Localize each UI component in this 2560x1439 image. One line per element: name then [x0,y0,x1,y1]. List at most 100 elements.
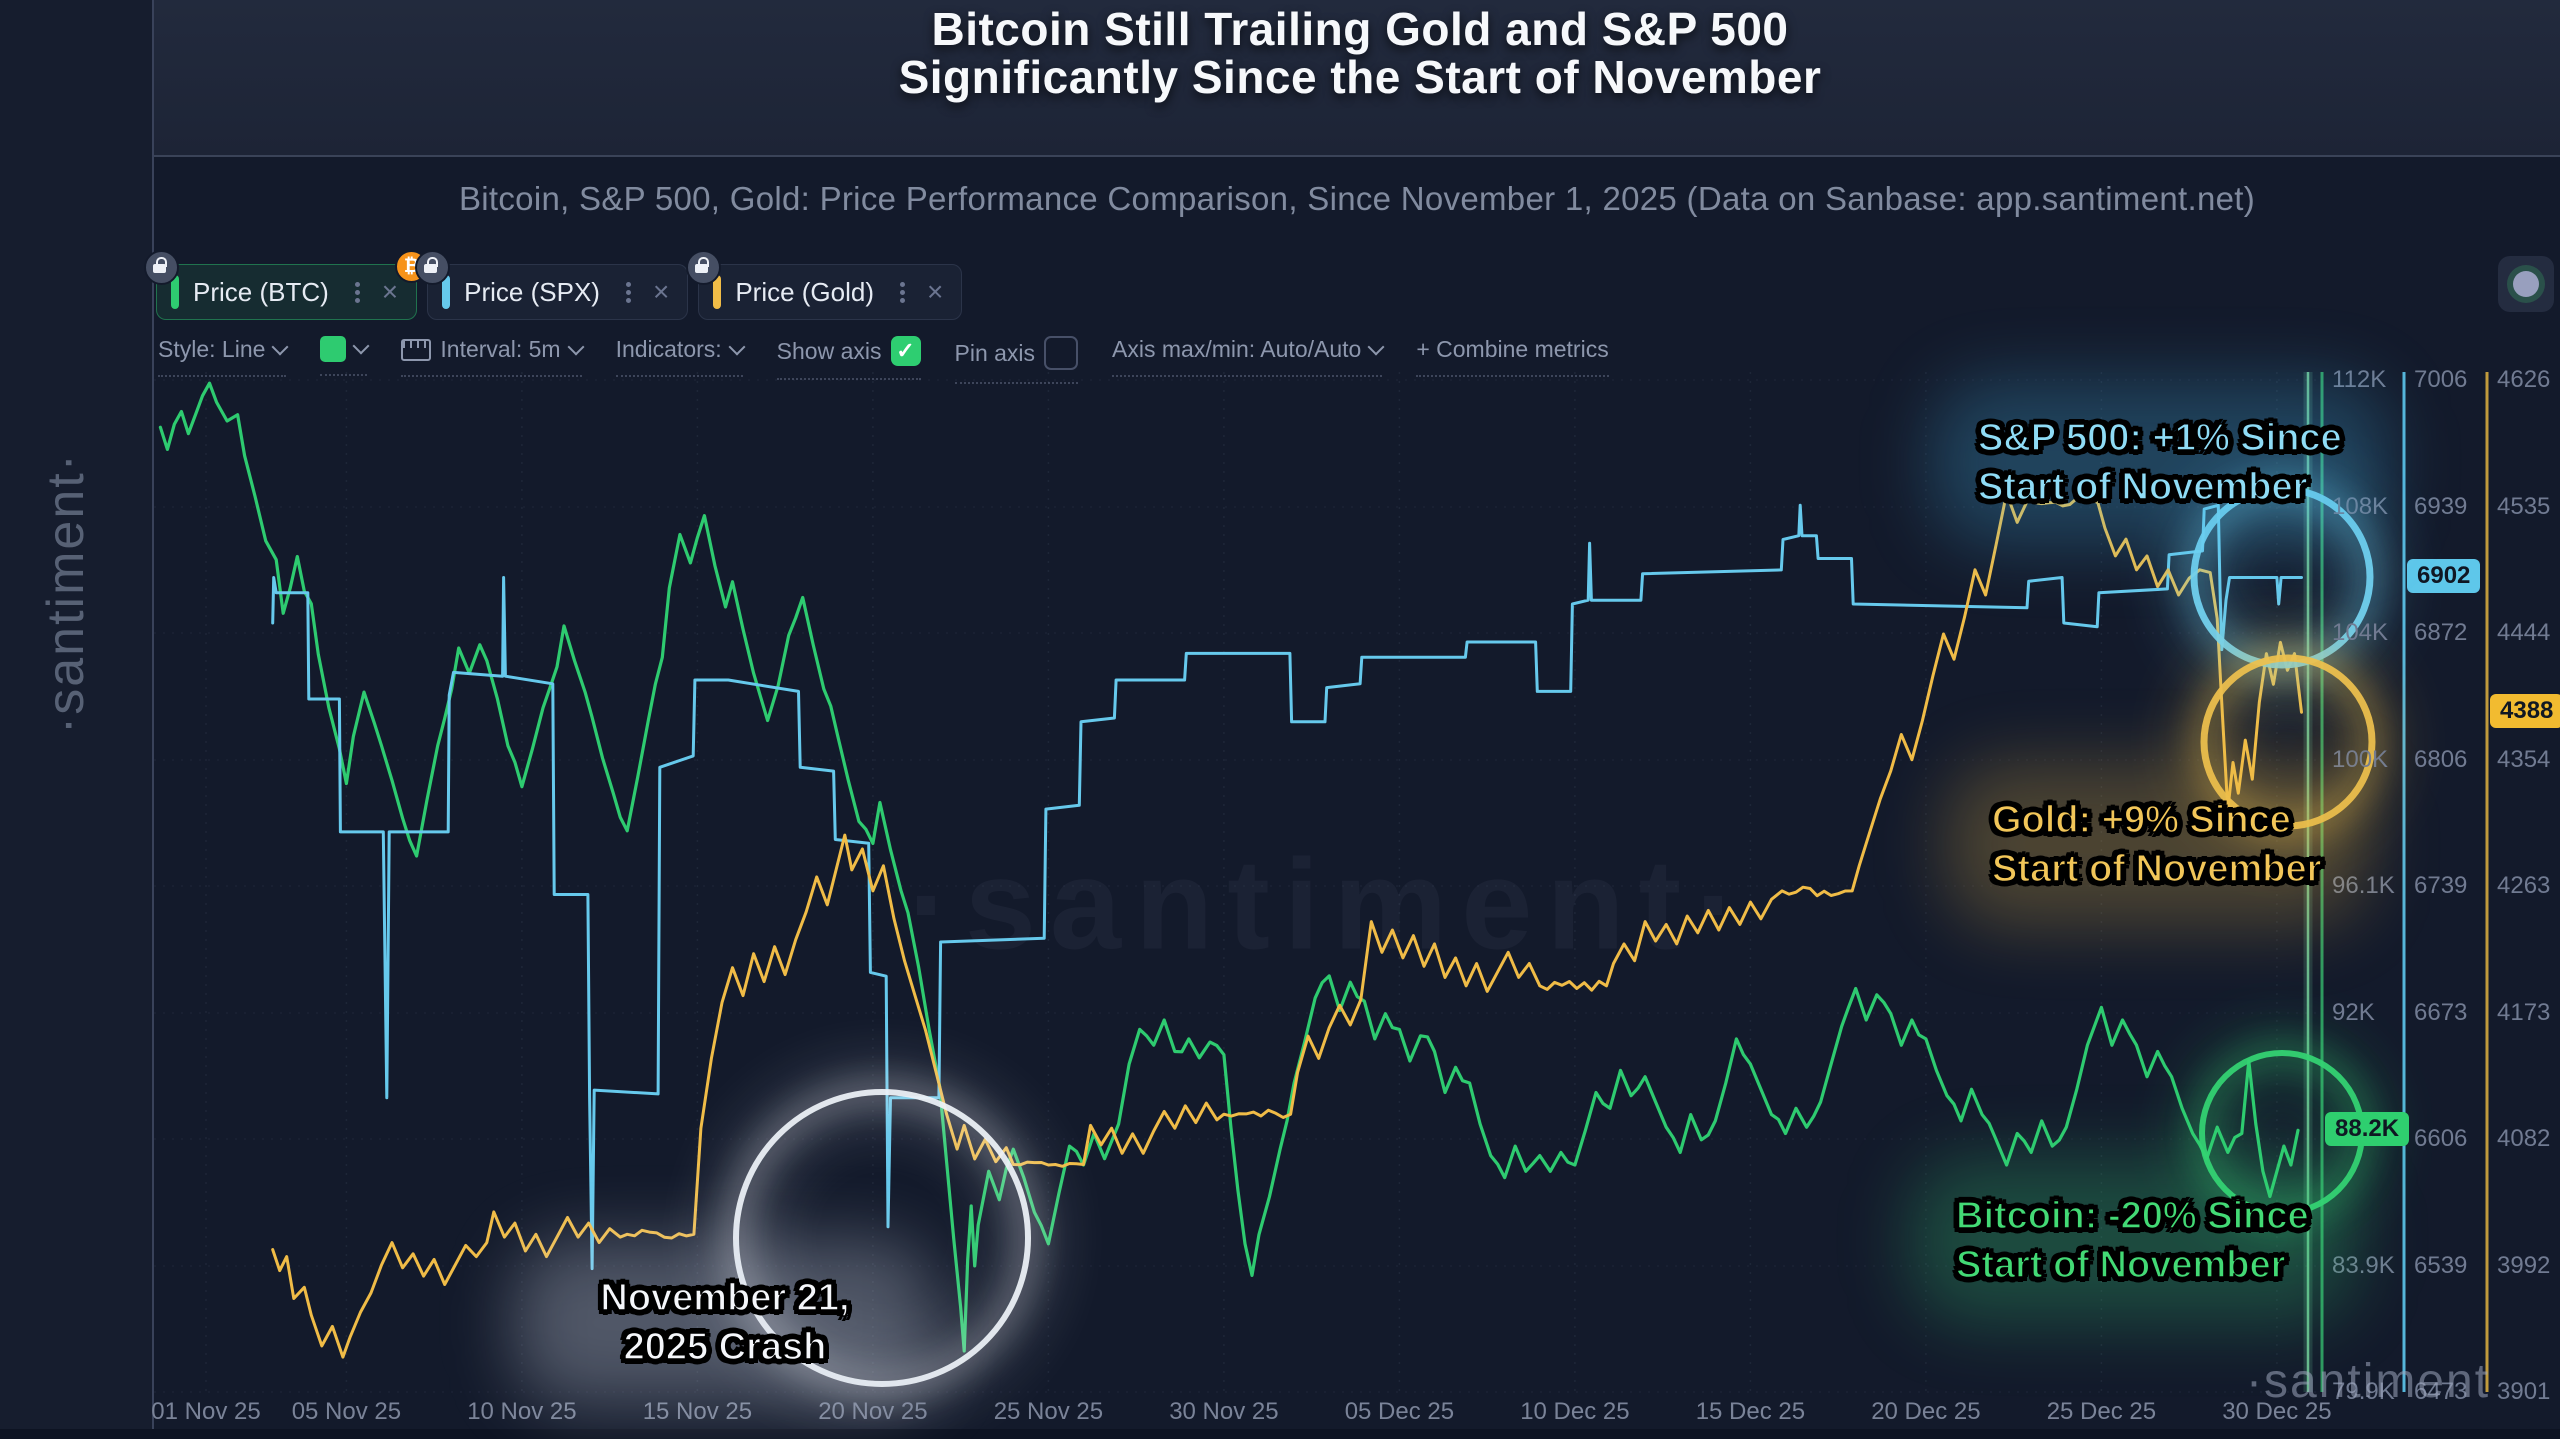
toolbar-label: Style: Line [158,336,266,362]
chevron-down-icon [567,338,585,355]
gold-axis-tick: 4082 [2497,1125,2551,1152]
btc-note-glow [1910,1158,2355,1324]
tab-price-spx-[interactable]: Price (SPX) × [415,250,689,320]
crash-note-glow [514,1240,936,1406]
gold-note-text: Start of November [1991,847,2322,890]
chart-toolbar: Style: Line Interval: 5m Indicators: Show a… [158,336,1609,384]
tab-close-icon[interactable]: × [927,276,944,307]
spx-note-glow [1932,380,2388,546]
toolbar-indicators[interactable]: Indicators: [615,336,746,377]
chevron-down-icon [728,338,746,355]
btc-last-price-pill: 88.2K [2325,1112,2410,1147]
spx-axis-tick: 6673 [2414,999,2468,1026]
chevron-down-icon [271,338,289,355]
left-sidebar: ·santiment· [0,0,154,1439]
toolbar-interval-m[interactable]: Interval: 5m [401,336,585,377]
spx-note-text: Start of November [1977,465,2308,508]
spx-axis-tick: 6539 [2414,1252,2468,1279]
toolbar-label: Show axis [776,337,882,364]
toolbar-axis-max-min-auto-auto[interactable]: Axis max/min: Auto/Auto [1112,336,1385,377]
lock-icon [415,250,451,285]
date-tick: 30 Dec 25 [2222,1398,2332,1425]
record-button[interactable] [2498,256,2554,312]
tab-menu-icon[interactable] [625,289,631,295]
metric-tabs: ₿ Price (BTC) × Price (SPX) × Price (Gold) × [144,250,963,320]
crash-note: November 21, 2025 Crash [514,1240,936,1406]
gold-note-glow [1946,762,2368,928]
btc-note-text: Start of November [1955,1243,2286,1286]
toolbar-label: + Combine metrics [1416,336,1609,362]
chevron-down-icon [352,337,370,355]
crash-note-text: 2025 Crash [623,1325,827,1368]
spx-axis-tick: 7006 [2414,366,2468,393]
checkbox-checked-icon[interactable]: ✓ [890,336,921,366]
lock-icon [144,250,179,285]
tab-label: Price (BTC) [193,276,329,307]
tab-menu-icon[interactable] [900,289,906,295]
gold-axis-tick: 4535 [2497,493,2551,520]
btc-axis-tick: 104K [2332,619,2389,646]
tab-color-bar [171,275,179,309]
btc-axis-tick: 79.9K [2332,1378,2395,1405]
tab-close-icon[interactable]: × [381,276,399,307]
gold-axis-tick: 4354 [2497,746,2551,773]
date-tick: 10 Dec 25 [1520,1398,1630,1425]
spx-axis-tick: 6739 [2414,872,2468,899]
spx-note-text: S&P 500: +1% Since [1977,416,2342,459]
gold-axis-tick: 4263 [2497,872,2551,899]
date-tick: 05 Dec 25 [1344,1398,1455,1425]
metric-color-swatch[interactable] [320,336,347,362]
toolbar-pin-axis[interactable]: Pin axis [954,336,1079,384]
btc-axis-tick: 100K [2332,746,2389,773]
date-tick: 30 Nov 25 [1169,1398,1279,1425]
tab-menu-icon[interactable] [354,289,360,295]
date-tick: 25 Nov 25 [993,1398,1104,1425]
checkbox-unchecked-icon[interactable] [1044,336,1079,370]
chart-subtitle: Bitcoin, S&P 500, Gold: Price Performanc… [458,180,2256,217]
date-tick: 10 Nov 25 [467,1398,577,1425]
btc-note: Bitcoin: -20% Since Start of November [1910,1158,2355,1324]
lock-icon [686,250,722,285]
window-edge [0,1429,2560,1439]
title-line-1: Bitcoin Still Trailing Gold and S&P 500 [931,3,1789,55]
toolbar-label: Pin axis [954,339,1036,366]
gold-axis-tick: 3901 [2497,1378,2551,1405]
btc-axis-tick: 96.1K [2332,872,2395,899]
gold-last-price-pill: 4388 [2490,694,2560,729]
title-line-2: Significantly Since the Start of Novembe… [898,50,1822,103]
date-tick: 01 Nov 25 [151,1398,261,1425]
tab-label: Price (Gold) [735,276,875,307]
spx-axis-tick: 6806 [2414,746,2468,773]
btc-note-text: Bitcoin: -20% Since [1955,1194,2309,1237]
toolbar-show-axis[interactable]: Show axis ✓ [776,336,921,380]
btc-axis-tick: 108K [2332,493,2389,520]
gold-note-text: Gold: +9% Since [1991,798,2291,841]
gold-note: Gold: +9% Since Start of November [1946,762,2368,928]
date-tick: 20 Dec 25 [1871,1398,1981,1425]
page-title: Bitcoin Still Trailing Gold and S&P 500 … [160,3,2560,103]
gold-axis-tick: 4444 [2497,619,2551,646]
tab-price-gold-[interactable]: Price (Gold) × [686,250,963,320]
spx-note: S&P 500: +1% Since Start of November [1932,380,2388,546]
toolbar-label: Indicators: [615,336,722,362]
toolbar-combine-metrics[interactable]: + Combine metrics [1416,336,1609,377]
corner-watermark: ·santiment [2246,1355,2491,1408]
btc-axis-tick: 83.9K [2332,1252,2395,1279]
toolbar-style-line[interactable]: Style: Line [158,336,289,377]
tab-color-bar [713,275,722,309]
date-tick: 20 Nov 25 [818,1398,928,1425]
tab-price-btc-[interactable]: ₿ Price (BTC) × [144,250,429,320]
record-icon [2513,271,2539,297]
gold-axis-tick: 3992 [2497,1252,2551,1279]
spx-axis-tick: 6473 [2414,1378,2468,1405]
toolbar-color-swatch[interactable] [320,336,370,376]
interval-ruler-icon [401,338,432,361]
crash-note-text: November 21, [600,1276,851,1319]
date-tick: 05 Nov 25 [291,1398,402,1425]
tab-close-icon[interactable]: × [652,276,670,307]
toolbar-label: Interval: 5m [440,336,561,362]
spx-axis-tick: 6872 [2414,619,2468,646]
spx-axis-tick: 6939 [2414,493,2468,520]
